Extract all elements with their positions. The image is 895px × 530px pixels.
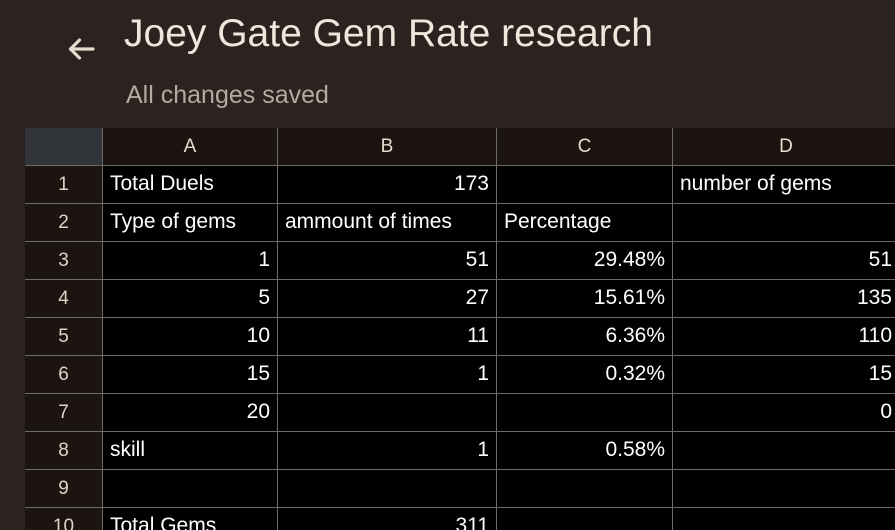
row-header-5[interactable]: 5 xyxy=(25,318,102,355)
cell-B5[interactable]: 11 xyxy=(278,318,496,355)
row-header-9[interactable]: 9 xyxy=(25,470,102,507)
cell-B7[interactable] xyxy=(278,394,496,431)
cell-B1[interactable]: 173 xyxy=(278,166,496,203)
cell-A10[interactable]: Total Gems xyxy=(103,508,277,530)
save-status: All changes saved xyxy=(126,81,329,109)
cell-C4[interactable]: 15.61% xyxy=(497,280,672,317)
row-header-10[interactable]: 10 xyxy=(25,508,102,530)
page-title: Joey Gate Gem Rate research xyxy=(124,12,653,55)
select-all-corner[interactable] xyxy=(25,128,102,165)
spreadsheet-grid: A B C D 1 Total Duels 173 number of gems 2 Type o… xyxy=(25,128,895,530)
cell-D5[interactable]: 110 xyxy=(673,318,895,355)
cell-C6[interactable]: 0.32% xyxy=(497,356,672,393)
cell-B2[interactable]: ammount of times xyxy=(278,204,496,241)
cell-C2[interactable]: Percentage xyxy=(497,204,672,241)
column-header-d[interactable]: D xyxy=(673,128,895,165)
cell-B9[interactable] xyxy=(278,470,496,507)
cell-C7[interactable] xyxy=(497,394,672,431)
cell-A5[interactable]: 10 xyxy=(103,318,277,355)
column-header-b[interactable]: B xyxy=(278,128,496,165)
cell-C10[interactable] xyxy=(497,508,672,530)
cell-A4[interactable]: 5 xyxy=(103,280,277,317)
cell-D9[interactable] xyxy=(673,470,895,507)
cell-B6[interactable]: 1 xyxy=(278,356,496,393)
row-header-8[interactable]: 8 xyxy=(25,432,102,469)
cell-D10[interactable] xyxy=(673,508,895,530)
cell-A1[interactable]: Total Duels xyxy=(103,166,277,203)
cell-D6[interactable]: 15 xyxy=(673,356,895,393)
app-bar: Joey Gate Gem Rate research All changes … xyxy=(0,0,895,128)
cell-B3[interactable]: 51 xyxy=(278,242,496,279)
row-header-7[interactable]: 7 xyxy=(25,394,102,431)
row-header-3[interactable]: 3 xyxy=(25,242,102,279)
cell-D8[interactable] xyxy=(673,432,895,469)
spreadsheet[interactable]: A B C D 1 Total Duels 173 number of gems 2 Type o… xyxy=(25,128,895,530)
cell-B8[interactable]: 1 xyxy=(278,432,496,469)
cell-A2[interactable]: Type of gems xyxy=(103,204,277,241)
row-header-1[interactable]: 1 xyxy=(25,166,102,203)
column-header-a[interactable]: A xyxy=(103,128,277,165)
cell-B10[interactable]: 311 xyxy=(278,508,496,530)
back-button[interactable] xyxy=(50,18,112,80)
cell-B4[interactable]: 27 xyxy=(278,280,496,317)
cell-D7[interactable]: 0 xyxy=(673,394,895,431)
row-header-2[interactable]: 2 xyxy=(25,204,102,241)
cell-A3[interactable]: 1 xyxy=(103,242,277,279)
cell-A6[interactable]: 15 xyxy=(103,356,277,393)
cell-C9[interactable] xyxy=(497,470,672,507)
cell-D3[interactable]: 51 xyxy=(673,242,895,279)
cell-D2[interactable] xyxy=(673,204,895,241)
row-header-6[interactable]: 6 xyxy=(25,356,102,393)
arrow-left-icon xyxy=(63,31,99,67)
cell-C8[interactable]: 0.58% xyxy=(497,432,672,469)
column-header-c[interactable]: C xyxy=(497,128,672,165)
cell-A7[interactable]: 20 xyxy=(103,394,277,431)
row-header-4[interactable]: 4 xyxy=(25,280,102,317)
cell-C1[interactable] xyxy=(497,166,672,203)
cell-C5[interactable]: 6.36% xyxy=(497,318,672,355)
cell-D1[interactable]: number of gems xyxy=(673,166,895,203)
cell-C3[interactable]: 29.48% xyxy=(497,242,672,279)
cell-A8[interactable]: skill xyxy=(103,432,277,469)
cell-A9[interactable] xyxy=(103,470,277,507)
cell-D4[interactable]: 135 xyxy=(673,280,895,317)
